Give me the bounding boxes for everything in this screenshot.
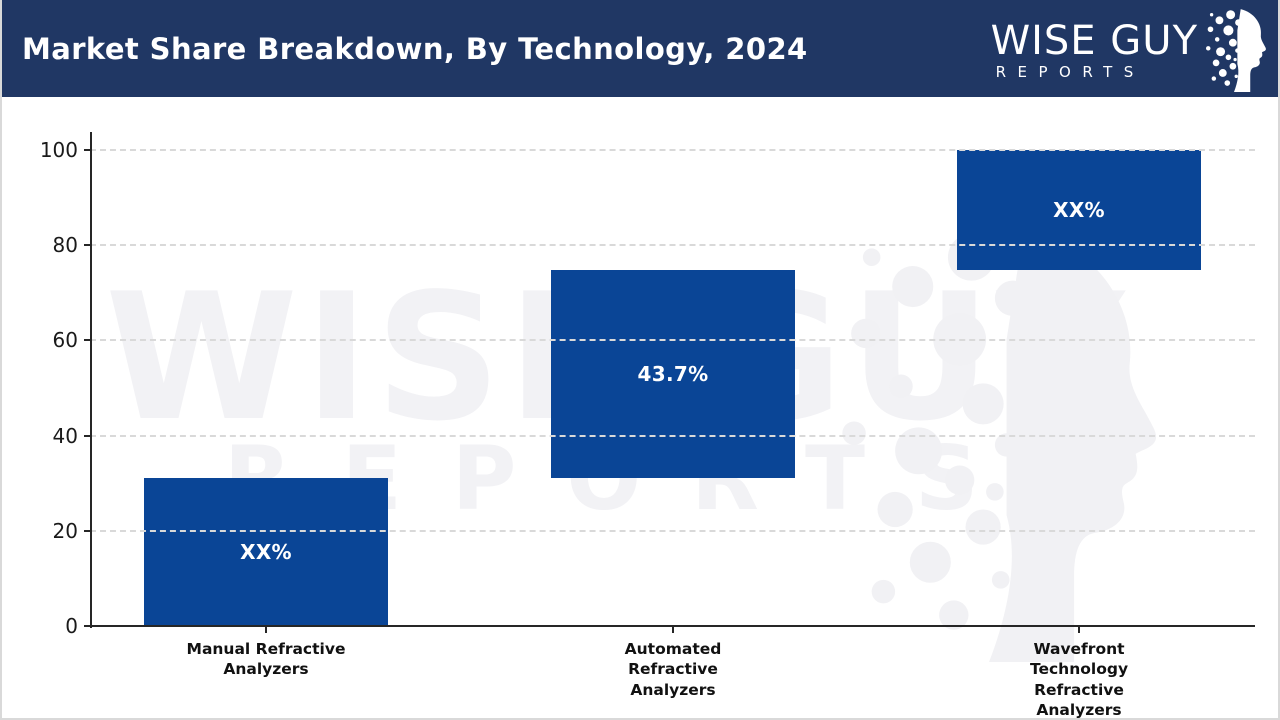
header-bar: Market Share Breakdown, By Technology, 2… xyxy=(2,0,1278,97)
bar-value-label: XX% xyxy=(1053,197,1105,222)
watermark-face-icon xyxy=(842,227,1157,662)
y-tick-20 xyxy=(84,529,90,532)
y-tick-60 xyxy=(84,339,90,342)
y-tick-80 xyxy=(84,244,90,247)
y-tick-label-100: 100 xyxy=(39,138,78,162)
bar-value-label: 43.7% xyxy=(637,361,709,386)
category-label: Automated Refractive Analyzers xyxy=(624,640,722,699)
bar-segment: 43.7% xyxy=(551,269,795,478)
wiseguy-face-icon xyxy=(1206,9,1266,92)
bar-segment: XX% xyxy=(957,150,1201,270)
x-tick-2 xyxy=(1078,627,1080,633)
x-tick-1 xyxy=(672,627,674,633)
gridline-80 xyxy=(90,244,1255,247)
y-tick-label-40: 40 xyxy=(52,423,78,448)
logo-text: WISE GUY REPORTS xyxy=(991,20,1198,81)
y-tick-label-20: 20 xyxy=(52,518,78,543)
y-tick-100 xyxy=(84,149,90,151)
chart-area: WISE GUY REPORTS 0 20 40 60 80 100 XX% 43.7% XX%… xyxy=(2,97,1278,720)
y-tick-label-80: 80 xyxy=(52,233,78,258)
plot: 0 20 40 60 80 100 XX% 43.7% XX% Manual Refractive… xyxy=(2,97,1278,720)
wiseguy-logo: WISE GUY REPORTS xyxy=(991,6,1268,94)
y-tick-40 xyxy=(84,434,90,437)
y-tick-label-60: 60 xyxy=(52,328,78,353)
logo-name: WISE GUY xyxy=(990,17,1198,64)
category-label: Wavefront Technology Refractive Analyzer… xyxy=(1029,640,1129,720)
x-axis-line xyxy=(90,625,1255,627)
bar-segment: XX% xyxy=(144,477,388,626)
y-tick-label-0: 0 xyxy=(65,614,78,638)
gridline-60 xyxy=(90,339,1255,342)
bar-value-label: XX% xyxy=(240,539,292,564)
y-tick-0 xyxy=(84,625,90,627)
category-label: Manual Refractive Analyzers xyxy=(186,640,346,679)
x-tick-0 xyxy=(265,627,267,633)
gridline-100 xyxy=(90,149,1255,151)
gridline-20 xyxy=(90,529,1255,532)
y-axis-line xyxy=(90,132,92,628)
logo-sub: REPORTS xyxy=(995,62,1145,81)
gridline-40 xyxy=(90,434,1255,437)
page-title: Market Share Breakdown, By Technology, 2… xyxy=(22,31,808,66)
